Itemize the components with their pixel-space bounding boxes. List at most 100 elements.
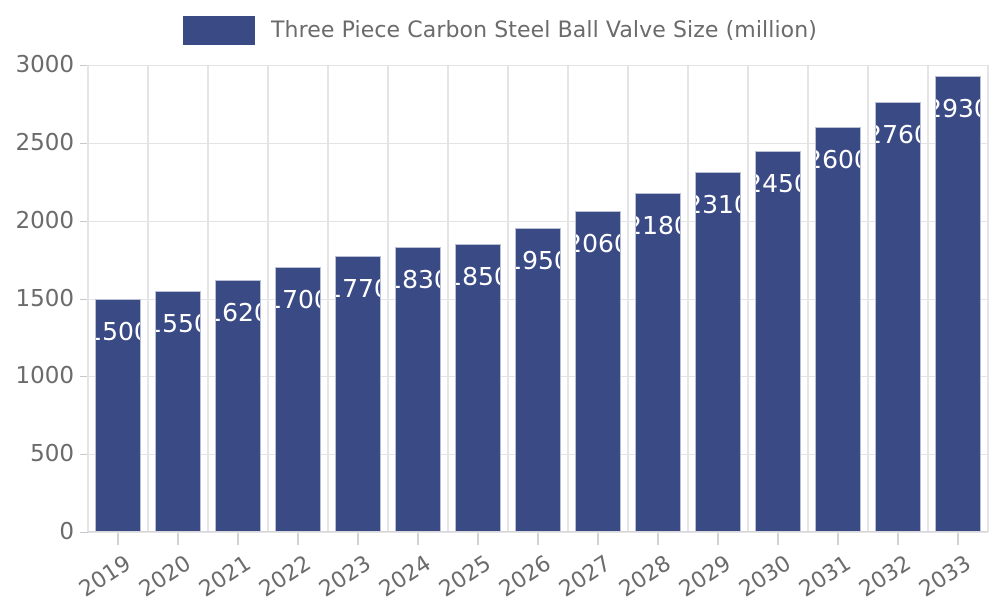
x-tick-mark bbox=[897, 533, 899, 545]
x-tick-label: 2020 bbox=[135, 551, 196, 600]
x-tick-label: 2031 bbox=[795, 551, 856, 600]
gridline-vertical bbox=[207, 65, 209, 532]
gridline-vertical bbox=[927, 65, 929, 532]
y-tick-label: 0 bbox=[59, 519, 74, 545]
bar-value-label: 1830 bbox=[396, 265, 441, 295]
gridline-vertical bbox=[687, 65, 689, 532]
x-tick-mark bbox=[957, 533, 959, 545]
bar-value-label: 1700 bbox=[276, 285, 321, 315]
legend-color-swatch bbox=[183, 15, 256, 45]
x-tick-mark bbox=[117, 533, 119, 545]
gridline-vertical bbox=[747, 65, 749, 532]
x-tick-mark bbox=[477, 533, 479, 545]
bar[interactable]: 1550 bbox=[154, 290, 202, 532]
gridline-vertical bbox=[567, 65, 569, 532]
gridline-vertical bbox=[447, 65, 449, 532]
y-tick-mark bbox=[80, 298, 88, 300]
bar[interactable]: 2600 bbox=[814, 127, 862, 532]
x-tick-mark bbox=[177, 533, 179, 545]
legend-series-label: Three Piece Carbon Steel Ball Valve Size… bbox=[271, 17, 817, 43]
x-tick-label: 2028 bbox=[615, 551, 676, 600]
bar[interactable]: 1620 bbox=[214, 279, 262, 532]
x-tick-mark bbox=[777, 533, 779, 545]
gridline-horizontal bbox=[88, 65, 988, 66]
bar-value-label: 1620 bbox=[216, 297, 261, 327]
y-tick-mark bbox=[80, 142, 88, 144]
gridline-vertical bbox=[387, 65, 389, 532]
y-tick-mark bbox=[80, 454, 88, 456]
y-tick-mark bbox=[80, 532, 88, 533]
bar-value-label: 2060 bbox=[576, 229, 621, 259]
bar[interactable]: 2310 bbox=[694, 172, 742, 532]
gridline-vertical bbox=[87, 65, 89, 532]
plot-area: 1500 1550 1620 1700 1770 1830 1850 1950 2060 2180… bbox=[87, 65, 989, 533]
y-tick-label: 1000 bbox=[15, 363, 74, 390]
bar-value-label: 1550 bbox=[156, 308, 201, 338]
gridline-horizontal bbox=[88, 532, 988, 533]
x-tick-mark bbox=[657, 533, 659, 545]
bar[interactable]: 2180 bbox=[634, 192, 682, 532]
x-tick-label: 2033 bbox=[915, 551, 976, 600]
bar-value-label: 2930 bbox=[936, 93, 981, 123]
bar[interactable]: 1830 bbox=[394, 247, 442, 532]
bar-value-label: 2450 bbox=[756, 168, 801, 198]
x-tick-label: 2029 bbox=[675, 551, 736, 600]
bar-value-label: 1950 bbox=[516, 246, 561, 276]
bar[interactable]: 1700 bbox=[274, 267, 322, 532]
gridline-vertical bbox=[627, 65, 629, 532]
bar[interactable]: 2060 bbox=[574, 211, 622, 532]
gridline-vertical bbox=[267, 65, 269, 532]
y-tick-label: 500 bbox=[30, 441, 74, 468]
x-tick-label: 2032 bbox=[855, 551, 916, 600]
x-tick-label: 2025 bbox=[435, 551, 496, 600]
bar[interactable]: 1500 bbox=[94, 298, 142, 532]
x-tick-label: 2021 bbox=[195, 551, 256, 600]
gridline-vertical bbox=[507, 65, 509, 532]
gridline-vertical bbox=[807, 65, 809, 532]
gridline-vertical bbox=[327, 65, 329, 532]
x-tick-label: 2030 bbox=[735, 551, 796, 600]
x-tick-mark bbox=[417, 533, 419, 545]
bar-value-label: 2180 bbox=[636, 210, 681, 240]
chart-legend: Three Piece Carbon Steel Ball Valve Size… bbox=[0, 10, 1000, 50]
x-tick-label: 2026 bbox=[495, 551, 556, 600]
x-tick-label: 2019 bbox=[75, 551, 136, 600]
x-tick-label: 2027 bbox=[555, 551, 616, 600]
y-tick-label: 3000 bbox=[15, 52, 74, 78]
gridline-vertical bbox=[147, 65, 149, 532]
x-axis-line bbox=[88, 531, 988, 532]
y-tick-label: 1500 bbox=[15, 285, 74, 312]
x-tick-mark bbox=[597, 533, 599, 545]
bar[interactable]: 2450 bbox=[754, 150, 802, 532]
y-tick-label: 2500 bbox=[15, 129, 74, 156]
x-tick-mark bbox=[717, 533, 719, 545]
gridline-vertical bbox=[867, 65, 869, 532]
bar-value-label: 1850 bbox=[456, 262, 501, 292]
bar[interactable]: 1770 bbox=[334, 256, 382, 532]
y-tick-mark bbox=[80, 65, 88, 66]
y-tick-mark bbox=[80, 376, 88, 378]
bar[interactable]: 2760 bbox=[874, 102, 922, 532]
gridline-horizontal bbox=[88, 142, 988, 144]
x-tick-mark bbox=[237, 533, 239, 545]
x-tick-mark bbox=[297, 533, 299, 545]
bar[interactable]: 1850 bbox=[454, 244, 502, 532]
x-tick-mark bbox=[537, 533, 539, 545]
bar-value-label: 2760 bbox=[876, 120, 921, 150]
x-tick-label: 2023 bbox=[315, 551, 376, 600]
x-tick-label: 2024 bbox=[375, 551, 436, 600]
gridline-vertical bbox=[987, 65, 989, 532]
bar[interactable]: 2930 bbox=[934, 75, 982, 532]
bar-value-label: 2310 bbox=[696, 190, 741, 220]
gridline-horizontal bbox=[88, 220, 988, 222]
bar-value-label: 2600 bbox=[816, 145, 861, 175]
y-tick-mark bbox=[80, 220, 88, 222]
bar[interactable]: 1950 bbox=[514, 228, 562, 532]
y-tick-label: 2000 bbox=[15, 207, 74, 234]
bar-value-label: 1500 bbox=[96, 316, 141, 346]
x-tick-mark bbox=[357, 533, 359, 545]
x-tick-mark bbox=[837, 533, 839, 545]
x-tick-label: 2022 bbox=[255, 551, 316, 600]
bar-value-label: 1770 bbox=[336, 274, 381, 304]
